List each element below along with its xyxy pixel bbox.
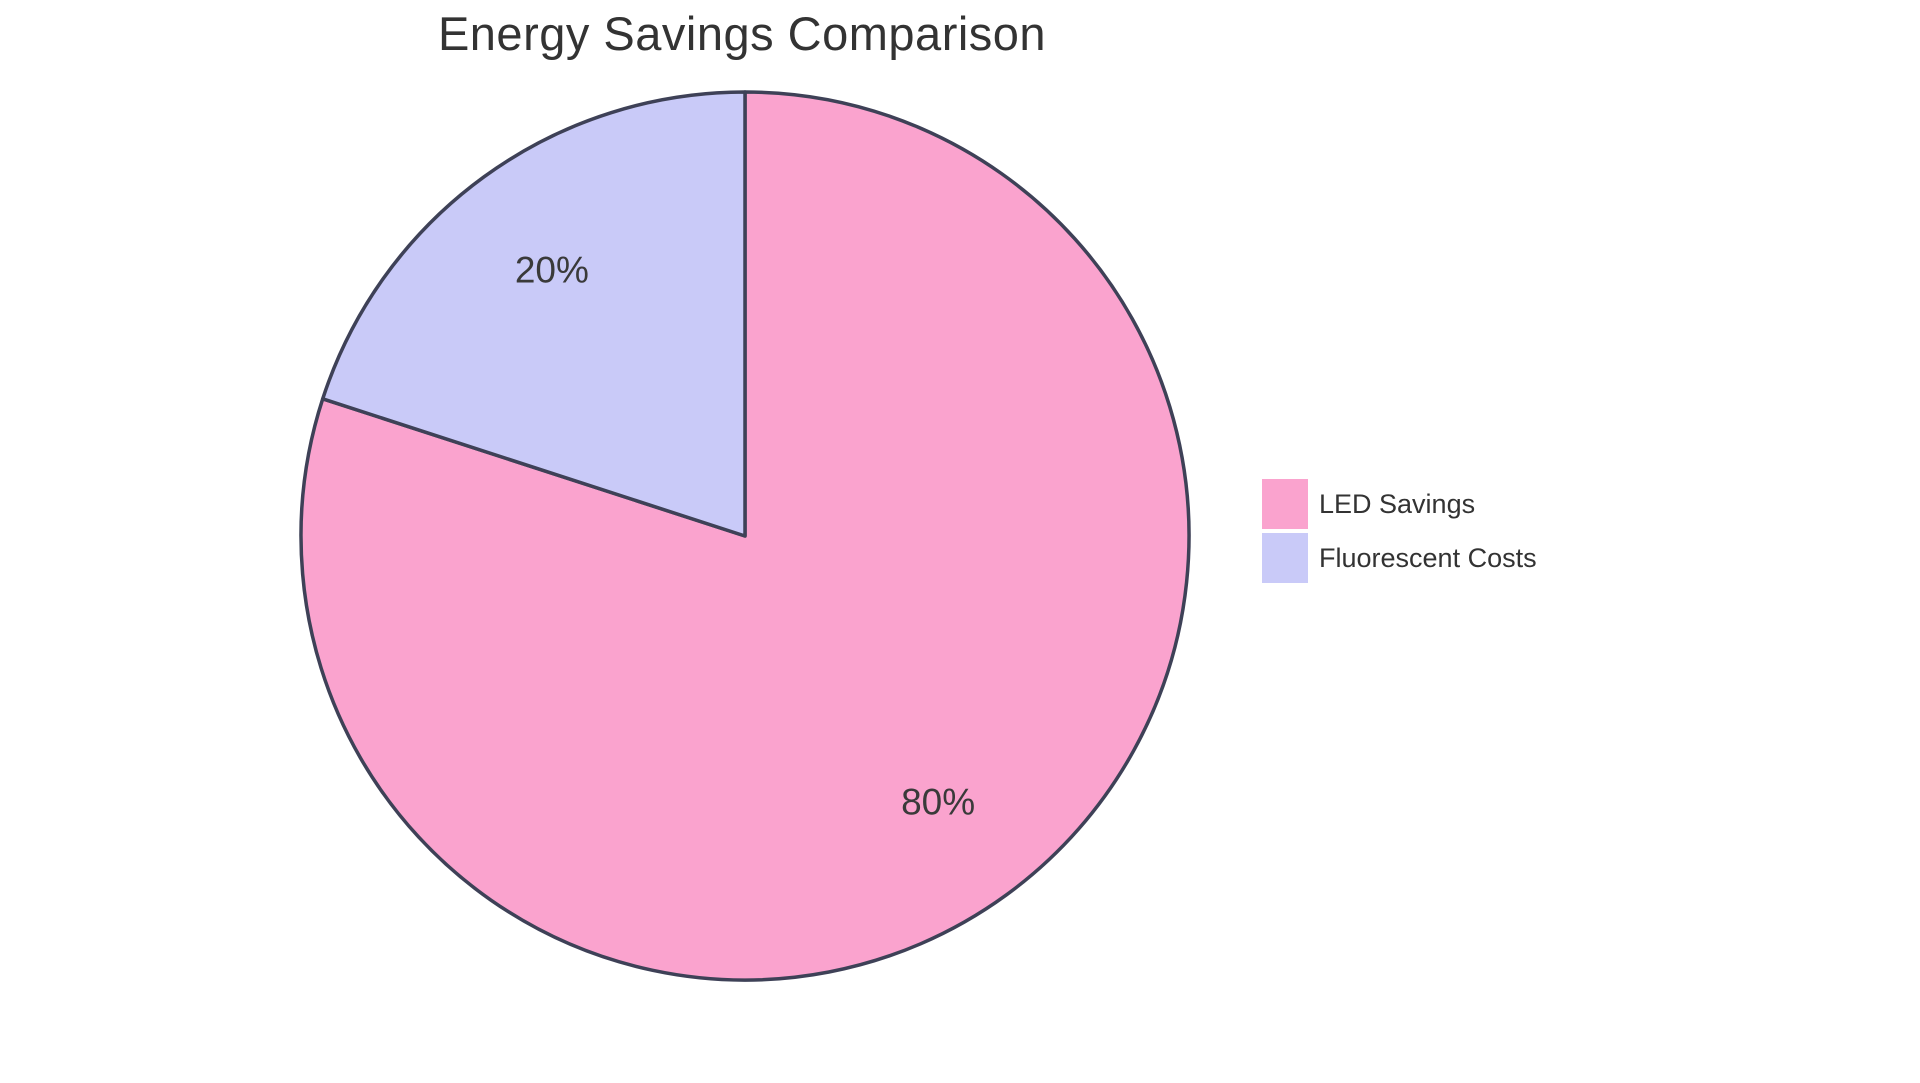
pie-slices xyxy=(299,90,1191,982)
pie-slice-percent-label: 20% xyxy=(515,250,589,291)
legend-label-fluorescent-costs: Fluorescent Costs xyxy=(1319,542,1537,573)
chart-title: Energy Savings Comparison xyxy=(437,7,1047,60)
legend-swatch-led-savings xyxy=(1262,479,1308,529)
legend: LED Savings Fluorescent Costs xyxy=(1262,479,1537,587)
pie-slice-percent-label: 80% xyxy=(901,781,975,822)
legend-item-fluorescent-costs: Fluorescent Costs xyxy=(1262,533,1537,583)
legend-item-led-savings: LED Savings xyxy=(1262,479,1537,529)
legend-label-led-savings: LED Savings xyxy=(1319,488,1476,519)
pie-slice-labels: 80% 20% xyxy=(515,250,975,823)
legend-swatch-fluorescent-costs xyxy=(1262,533,1308,583)
pie-slice-fluorescent-costs xyxy=(320,90,747,538)
